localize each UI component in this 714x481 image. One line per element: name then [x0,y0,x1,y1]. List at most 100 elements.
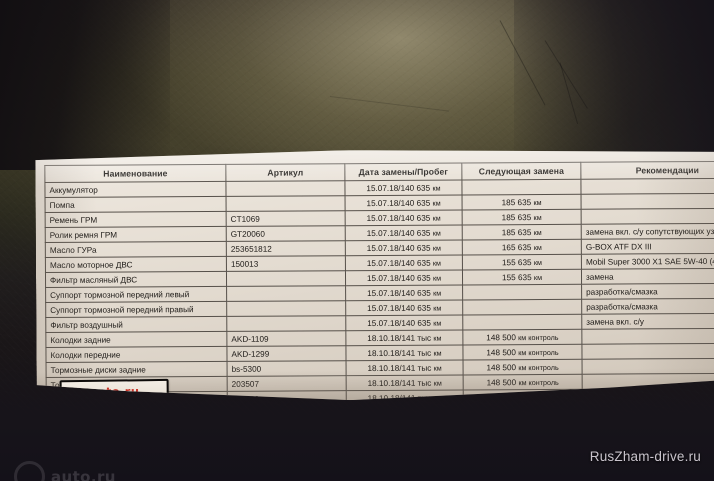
column-header-date: Дата замены/Пробег [345,163,462,181]
unit-km: км [433,363,442,373]
cell-name: Тормозные диски задние [46,361,227,377]
cell-next: 155 635 км [462,269,581,285]
unit-km: км [433,333,442,343]
watermark-site-name: RusZham-drive.ru [589,449,701,464]
unit-km: км [432,258,442,268]
cell-date: 15.07.18/140 635 км [346,300,463,316]
auto-ru-circle-icon [14,461,45,481]
cell-art: AKD-1299 [227,346,346,362]
auto-ru-logo-text: auto.ru [51,467,116,481]
cell-rec: замена вкл. с/у [582,313,714,329]
cell-name: Масло ГУРа [45,241,226,257]
cell-date: 15.07.18/140 635 км [345,195,462,211]
cell-art: GT20060 [226,226,345,242]
cell-rec: G-BOX ATF DX III [581,238,714,254]
cell-date: 18.10.18/141 тыс км [346,345,463,361]
column-header-article: Артикул [226,164,345,182]
unit-km: км [432,183,441,193]
cell-rec [582,358,714,374]
unit-km: км [533,257,542,267]
cell-art: 150013 [226,256,345,272]
cell-next: 165 635 км [462,239,581,255]
unit-km-control: км контроль [518,332,559,342]
cell-rec: замена вкл. с/у сопутствующих узлов [581,223,714,239]
cell-name: Ролик ремня ГРМ [45,226,226,242]
cell-date: 15.07.18/140 635 км [345,210,462,226]
unit-km: км [433,303,442,313]
cell-rec [581,208,714,224]
unit-km: км [533,242,542,252]
watermark-auto-ru-logo: auto.ru [14,461,116,481]
unit-km: км [433,378,442,388]
cell-name: Фильтр масляный ДВС [45,271,226,287]
cell-next: 148 500 км контроль [463,359,582,375]
cell-rec: Mobil Super 3000 X1 SAE 5W-40 (4 л) [581,253,714,269]
cell-name: Суппорт тормозной передний правый [46,301,227,317]
unit-km: км [533,227,542,237]
unit-km: км [432,273,442,283]
cell-art [226,181,345,197]
cell-art: CT1069 [226,211,345,227]
cell-name: Аккумулятор [45,181,226,197]
cell-name: Фильтр воздушный [46,316,227,332]
column-header-name: Наименование [45,164,226,182]
cell-art [227,301,346,317]
cell-next: 155 635 км [462,254,581,270]
cell-art [227,316,346,332]
cell-name: Суппорт тормозной передний левый [46,286,227,302]
cell-art: 203507 [227,376,346,392]
cell-art: 253651812 [226,241,345,257]
cell-next: 148 500 км контроль [463,374,582,390]
unit-km: км [432,243,441,253]
cell-date: 15.07.18/140 635 км [346,285,463,301]
cell-next: 148 500 км контроль [463,344,582,360]
cell-next: 185 635 км [462,224,581,240]
cell-date: 15.07.18/140 635 км [346,315,463,331]
cell-date: 15.07.18/140 635 км [345,255,462,271]
column-header-recommendations: Рекомендации [581,161,714,179]
unit-km: км [533,197,542,207]
cell-next [463,284,582,300]
unit-km: км [533,272,543,282]
cell-art: AKD-1109 [227,331,346,347]
cell-date: 15.07.18/140 635 км [345,240,462,256]
cell-next [462,179,581,195]
cell-name: Помпа [45,196,226,212]
unit-km: км [432,198,441,208]
unit-km-control: км контроль [518,347,559,357]
cell-date: 15.07.18/140 635 км [345,270,462,286]
unit-km-control: км контроль [518,377,559,387]
cell-next: 185 635 км [462,209,581,225]
cell-name: Масло моторное ДВС [45,256,226,272]
cell-date: 18.10.18/141 тыс км [346,375,463,391]
unit-km: км [433,348,442,358]
cell-date: 18.10.18/141 тыс км [346,360,463,376]
cell-rec: разработка/смазка [582,283,714,299]
unit-km: км [433,318,442,328]
unit-km-control: км контроль [518,362,559,372]
cell-name: Колодки передние [46,346,227,362]
cell-rec [582,328,714,344]
unit-km: км [432,213,441,223]
cell-art [226,271,345,287]
cell-name: Ремень ГРМ [45,211,226,227]
cell-rec [582,343,714,359]
cell-rec [581,193,714,209]
unit-km: км [533,212,542,222]
cell-art: bs-5300 [227,361,346,377]
cell-art [227,286,346,302]
cell-date: 15.07.18/140 635 км [345,180,462,196]
cell-next: 148 500 км контроль [463,329,582,345]
cell-date: 15.07.18/140 635 км [345,225,462,241]
background-vignette-left [0,0,170,170]
unit-km: км [432,228,441,238]
paper-document: Наименование Артикул Дата замены/Пробег … [35,148,714,402]
cell-next: 185 635 км [462,194,581,210]
cell-date: 18.10.18/141 тыс км [346,330,463,346]
cell-name: Колодки задние [46,331,227,347]
cell-rec: замена [581,268,714,284]
cell-rec: разработка/смазка [582,298,714,314]
cell-next [463,299,582,315]
cell-next [463,314,582,330]
